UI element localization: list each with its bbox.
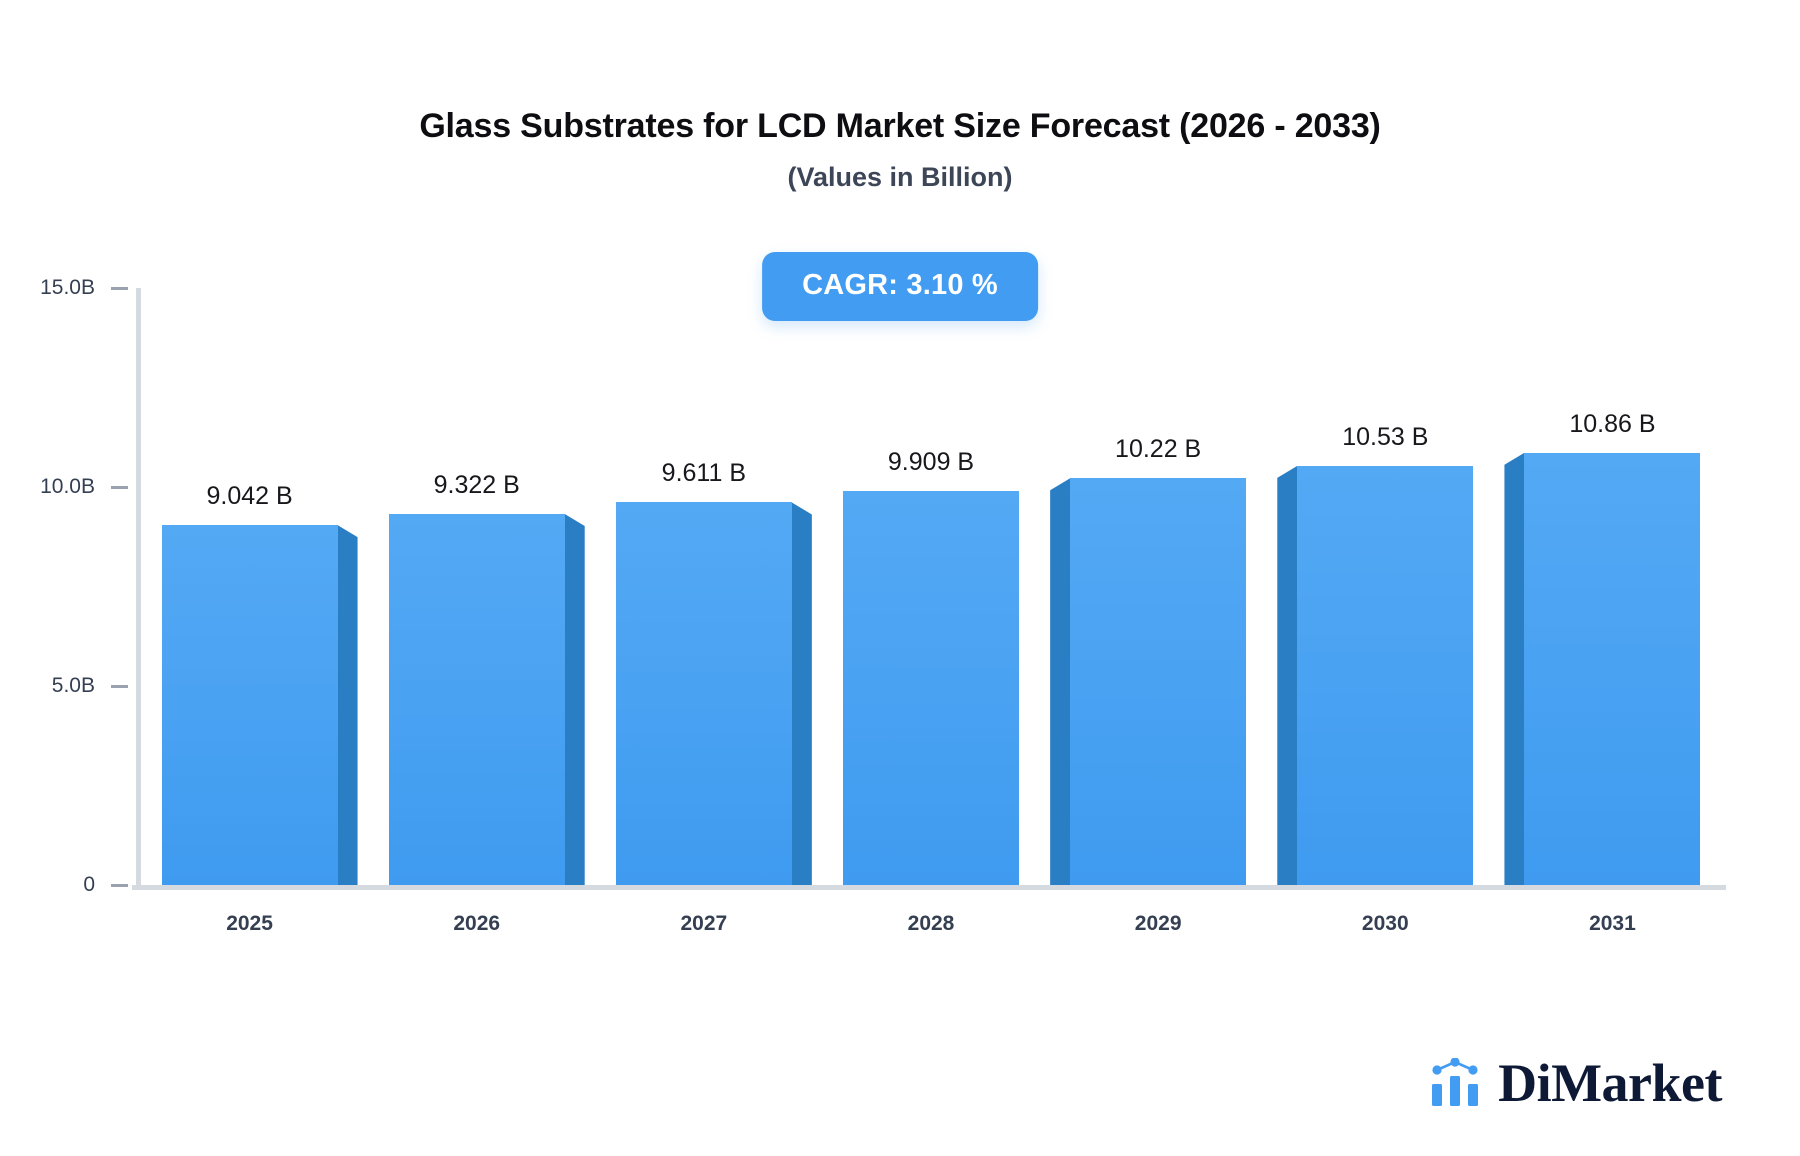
bar-value-label: 10.86 B	[1569, 409, 1656, 438]
x-axis-line	[132, 885, 1726, 890]
y-axis-line	[136, 288, 141, 885]
y-tick-label: 15.0B	[40, 276, 95, 299]
page-title: Glass Substrates for LCD Market Size For…	[419, 107, 1381, 145]
y-tick-label: 0	[83, 873, 95, 896]
bar-front-face	[1070, 478, 1247, 885]
bar[interactable]: 10.53 B	[1277, 423, 1474, 885]
y-tick-mark	[111, 286, 128, 290]
bar-value-label: 9.611 B	[661, 459, 747, 488]
y-tick-mark	[111, 485, 128, 489]
chart-subtitle: (Values in Billion)	[787, 161, 1013, 192]
bar-side-face	[564, 514, 585, 885]
bar-side-face	[1504, 452, 1525, 885]
x-tick-label: 2031	[1589, 912, 1636, 935]
bar[interactable]: 9.322 B	[388, 471, 585, 885]
dimarket-logo: DiMarket	[1430, 1056, 1722, 1110]
x-tick-label: 2025	[226, 912, 273, 935]
bar-value-label: 9.322 B	[433, 471, 520, 499]
cagr-badge: CAGR: 3.10 %	[762, 252, 1038, 321]
bar-chart-logo-icon	[1432, 1058, 1479, 1106]
bar-front-face	[1524, 452, 1701, 885]
bar-value-label: 10.22 B	[1115, 435, 1202, 464]
y-tick: 5.0B	[18, 674, 128, 698]
x-tick-label: 2028	[907, 912, 955, 935]
bar-column[interactable]: 10.22 B	[1050, 288, 1247, 885]
bar-column[interactable]: 10.86 B	[1504, 288, 1701, 885]
logo-wordmark: DiMarket	[1498, 1053, 1722, 1113]
bar-value-label: 10.53 B	[1342, 422, 1429, 451]
y-tick-mark	[111, 684, 128, 688]
x-tick-label: 2030	[1361, 912, 1409, 935]
bar-column[interactable]: 9.042 B	[161, 288, 358, 885]
y-tick: 15.0B	[18, 276, 128, 300]
bar[interactable]: 10.86 B	[1504, 410, 1701, 885]
bar[interactable]: 10.22 B	[1050, 435, 1247, 885]
y-tick-label: 10.0B	[40, 475, 95, 498]
bar[interactable]: 9.042 B	[161, 482, 358, 885]
bar-front-face	[388, 514, 565, 885]
bar-side-face	[791, 502, 812, 885]
bar-front-face	[1297, 465, 1474, 885]
x-tick-label: 2026	[453, 912, 501, 935]
bar-column[interactable]: 9.909 B	[843, 288, 1019, 885]
bar-column[interactable]: 10.53 B	[1277, 288, 1474, 885]
bar-value-label: 9.042 B	[206, 482, 293, 511]
y-tick-label: 5.0B	[51, 674, 95, 697]
y-tick: 0	[18, 873, 128, 897]
bar[interactable]: 9.611 B	[615, 459, 812, 885]
y-tick-mark	[111, 883, 128, 887]
bar-column[interactable]: 9.322 B	[388, 288, 585, 885]
bar-side-face	[1277, 465, 1298, 885]
x-axis-labels: 2025 2026 2027 2028 2029 2030 2031	[136, 912, 1726, 946]
bar-side-face	[1050, 478, 1071, 885]
y-tick: 10.0B	[18, 475, 128, 499]
bar-column[interactable]: 9.611 B	[615, 288, 812, 885]
bar-side-face	[337, 525, 358, 885]
plot-area: 15.0B 10.0B 5.0B 0 9.042 B 9.322 B 9.611 B 9.9…	[40, 276, 1726, 896]
bar-front-face	[843, 490, 1019, 885]
x-tick-label: 2029	[1134, 912, 1182, 935]
x-tick-label: 2027	[680, 912, 728, 935]
title-block: Glass Substrates for LCD Market Size For…	[0, 106, 1800, 193]
bar-series: 9.042 B 9.322 B 9.611 B 9.909 B 10.22 B 10.53…	[136, 288, 1726, 885]
bar[interactable]: 9.909 B	[843, 448, 1019, 885]
bar-front-face	[615, 502, 792, 885]
bar-value-label: 9.909 B	[887, 447, 975, 476]
bar-front-face	[161, 525, 338, 885]
